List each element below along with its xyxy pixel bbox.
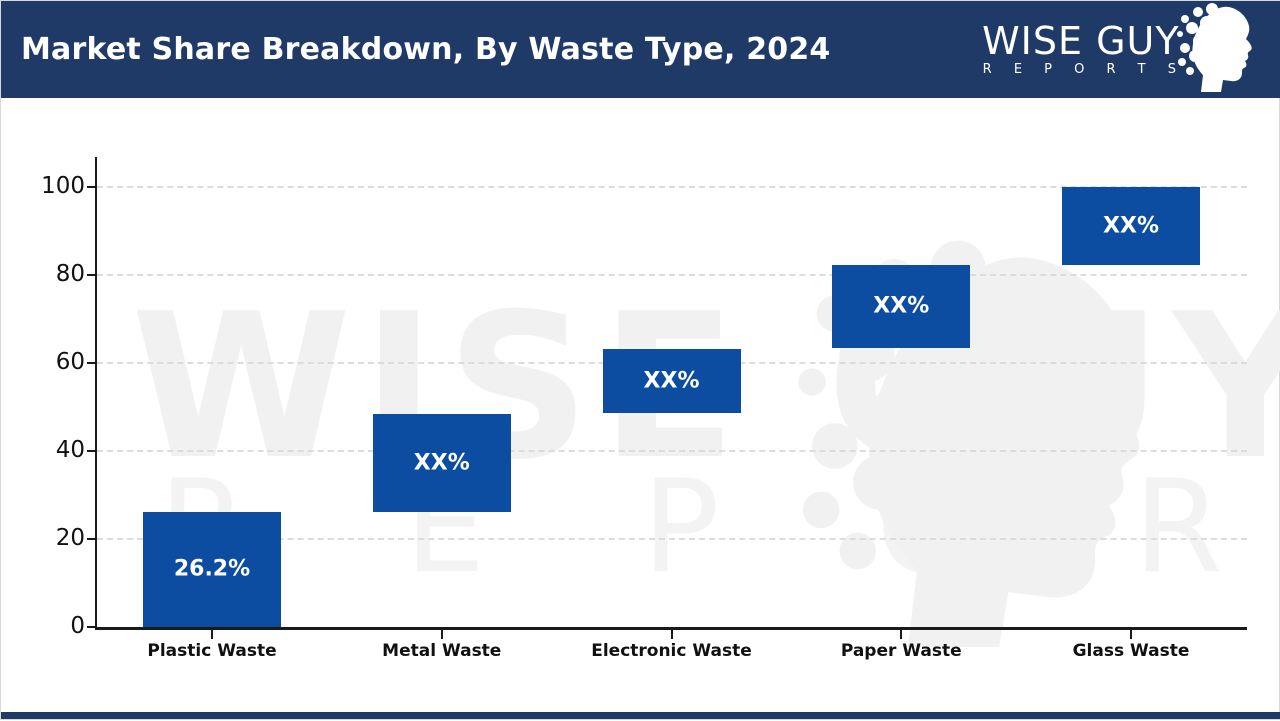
y-tick-40 [87,450,97,452]
y-tick-label-20: 20 [55,525,85,551]
y-tick-label-40: 40 [55,437,85,463]
y-tick-0 [87,626,97,628]
bar-value-label-plastic-waste: 26.2% [173,556,251,582]
x-tick-plastic-waste [211,630,213,639]
header-bar: Market Share Breakdown, By Waste Type, 2… [1,1,1280,98]
gridline-20 [97,538,1247,540]
y-axis-line [95,157,97,630]
logo-wordmark: WISE GUY [982,19,1180,63]
watermark-head-icon [771,216,1191,680]
y-tick-100 [87,186,97,188]
bar-value-label-electronic-waste: XX% [643,368,700,394]
x-tick-label-paper-waste: Paper Waste [840,641,962,661]
bar-value-label-glass-waste: XX% [1103,213,1159,239]
y-tick-label-80: 80 [55,261,85,287]
y-tick-label-100: 100 [41,173,85,199]
x-tick-label-plastic-waste: Plastic Waste [147,641,277,661]
gridline-80 [97,274,1247,276]
dotted-head-profile-icon [1171,2,1263,97]
logo-subtext: R E P O R T S [982,62,1185,77]
bar-glass-waste: XX% [1062,187,1200,265]
bar-value-label-paper-waste: XX% [873,293,930,319]
bar-metal-waste: XX% [372,414,511,512]
page-title: Market Share Breakdown, By Waste Type, 2… [21,32,831,67]
y-tick-label-0: 0 [70,613,85,639]
x-tick-electronic-waste [670,630,673,639]
bar-value-label-metal-waste: XX% [413,450,470,476]
y-tick-80 [87,274,97,276]
y-tick-20 [87,538,97,540]
x-axis-line [95,627,1247,630]
logo-text: WISE GUY R E P O R T S [977,22,1185,77]
x-tick-paper-waste [900,630,903,639]
x-tick-label-metal-waste: Metal Waste [382,641,502,661]
bar-electronic-waste: XX% [602,348,741,414]
gridline-100 [97,186,1247,188]
x-tick-label-electronic-waste: Electronic Waste [591,641,752,661]
wise-guy-reports-logo: WISE GUY R E P O R T S [977,2,1263,97]
bar-plastic-waste: 26.2% [143,511,281,627]
footer-strip [1,712,1280,719]
x-tick-glass-waste [1130,630,1132,639]
y-tick-label-60: 60 [55,349,85,375]
y-tick-60 [87,362,97,364]
x-tick-metal-waste [440,630,443,639]
x-tick-label-glass-waste: Glass Waste [1072,641,1190,661]
bar-paper-waste: XX% [832,264,971,349]
gridline-40 [97,450,1247,452]
